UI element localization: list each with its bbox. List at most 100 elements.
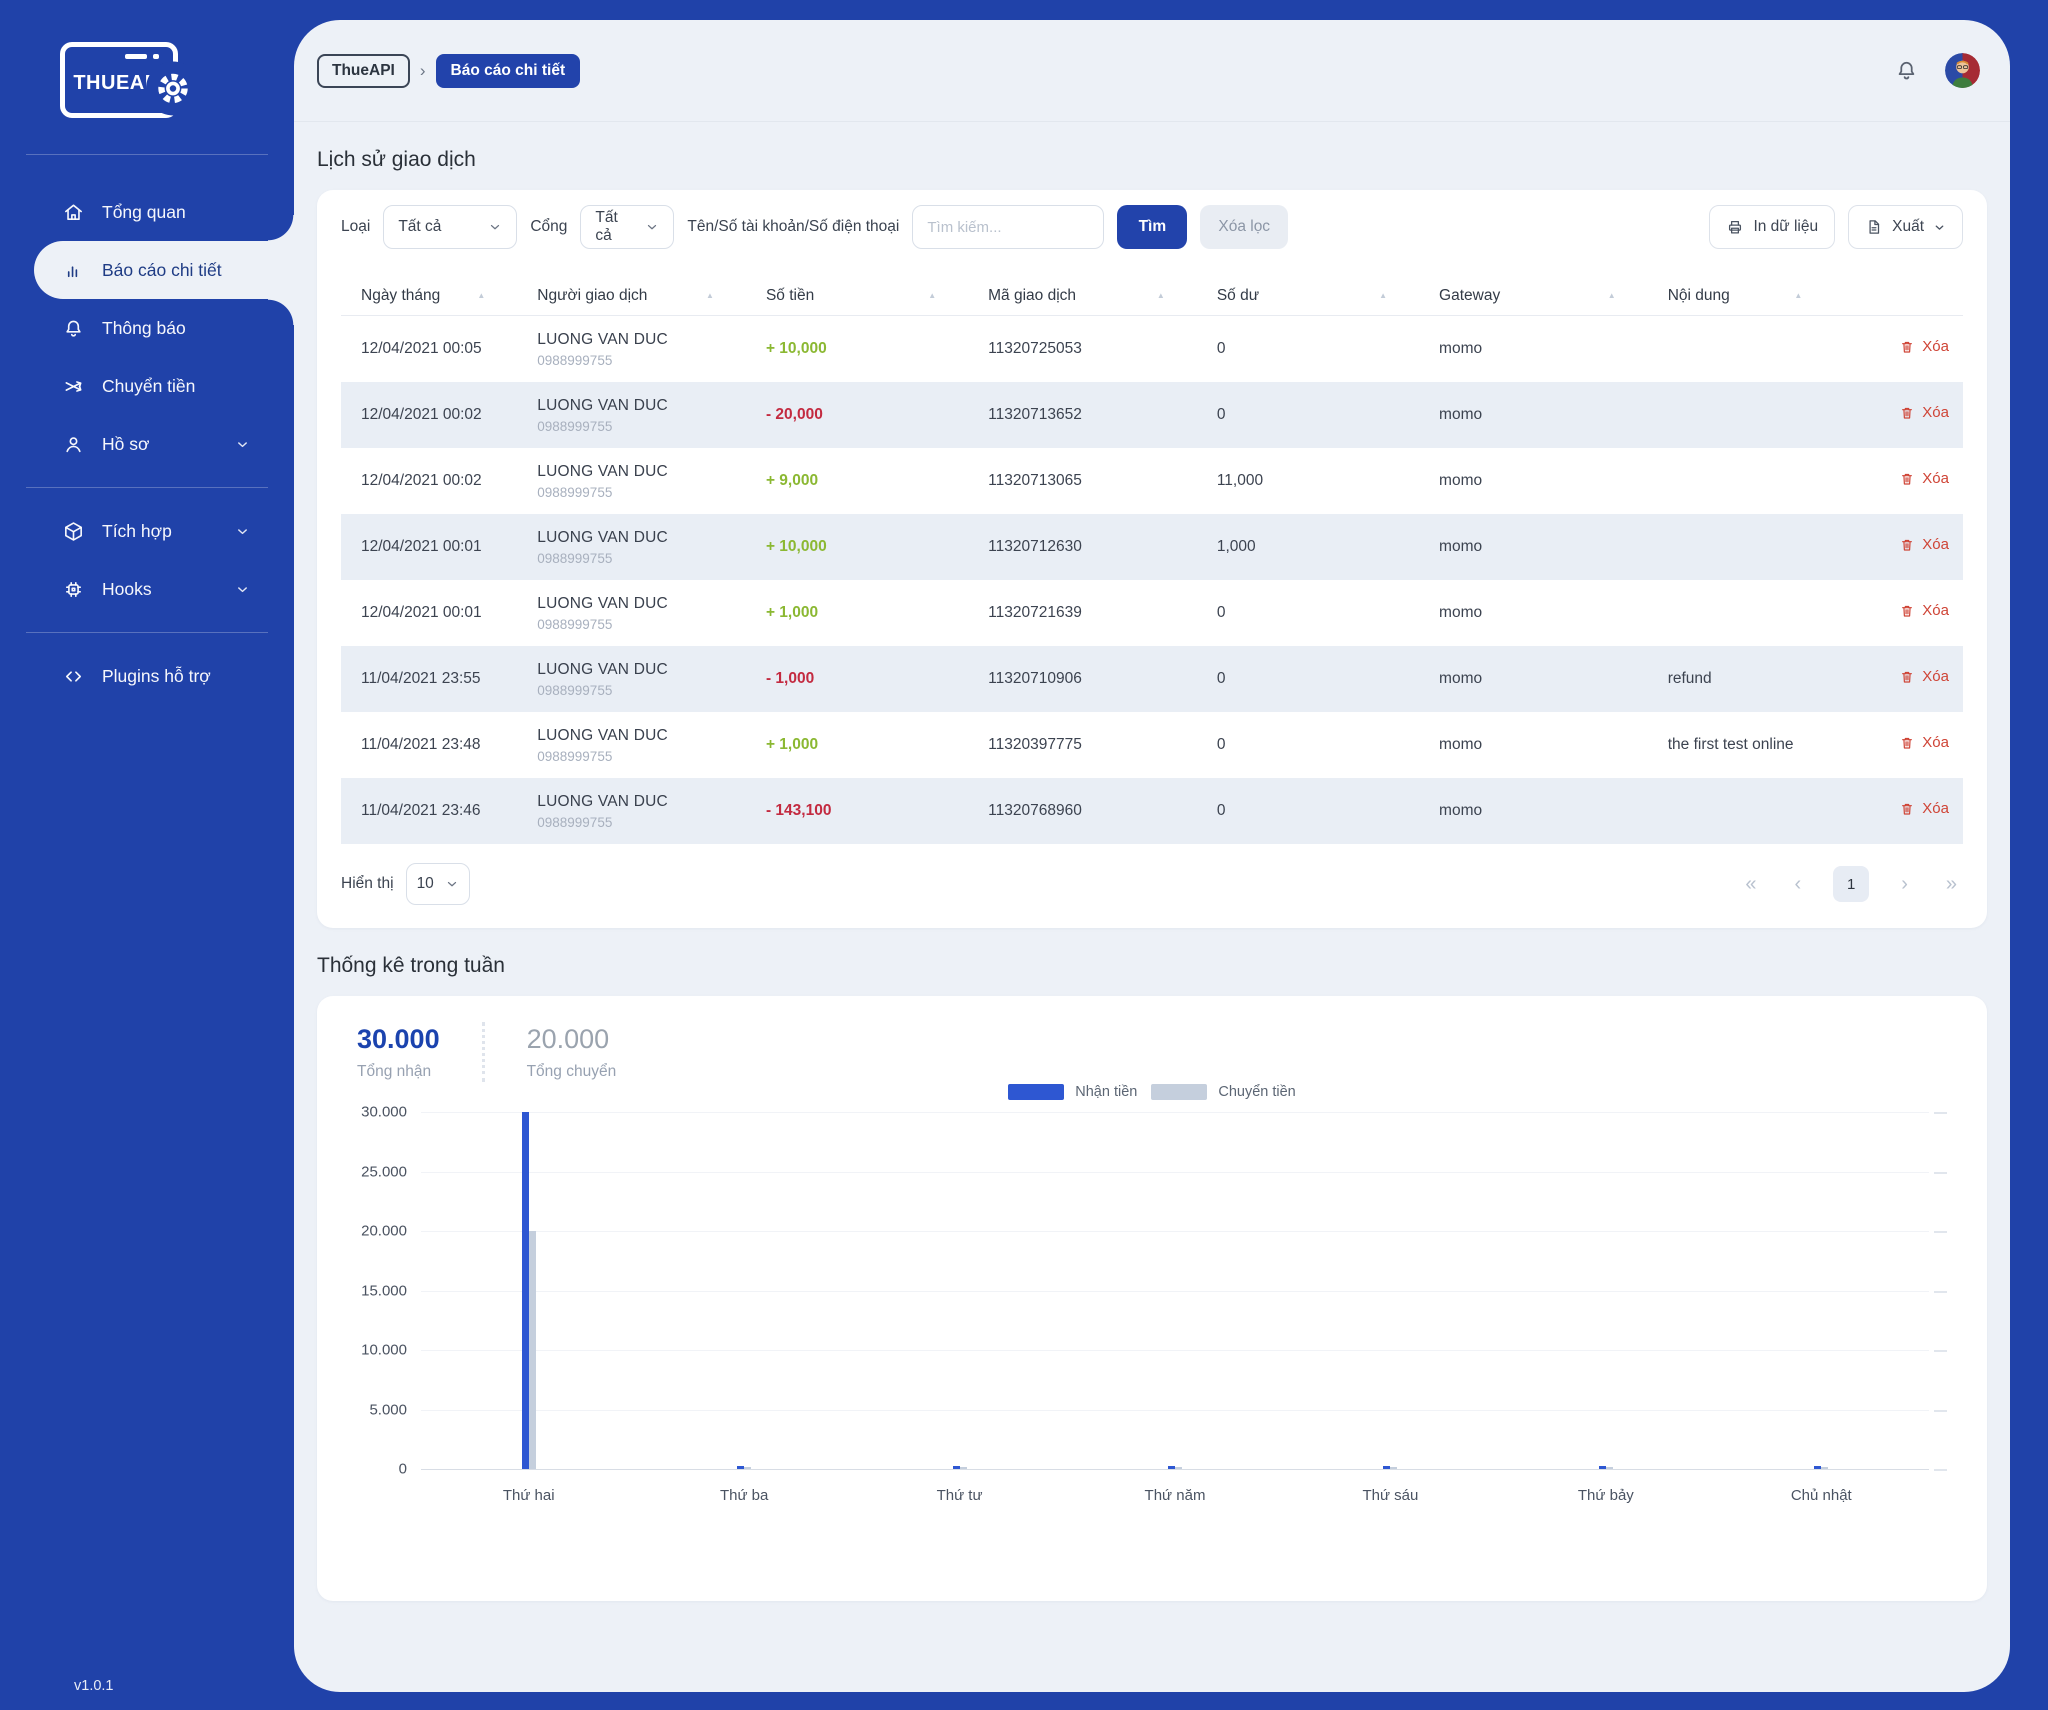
logo-text: THUEAPI bbox=[73, 71, 165, 94]
next-page-button[interactable]: › bbox=[1895, 873, 1914, 896]
sidebar-nav: Tổng quan Báo cáo chi tiết Thông báo Chuyển… bbox=[0, 183, 294, 705]
gridline bbox=[421, 1112, 1929, 1113]
amount-cell: + 1,000 bbox=[765, 736, 819, 753]
bar-Chuyển tiền bbox=[1175, 1466, 1182, 1469]
person-cell: LUONG VAN DUC 0988999755 bbox=[537, 661, 766, 698]
sidebar-item-hooks[interactable]: Hooks bbox=[0, 560, 294, 618]
sort-icon: ▲ bbox=[477, 291, 486, 300]
search-button[interactable]: Tìm bbox=[1117, 205, 1188, 249]
last-page-button[interactable]: » bbox=[1940, 873, 1963, 896]
person-name: LUONG VAN DUC bbox=[537, 462, 668, 480]
sidebar-divider bbox=[26, 154, 268, 155]
bar-Chuyển tiền bbox=[528, 1231, 536, 1469]
chevron-down-icon bbox=[488, 220, 502, 234]
legend-item[interactable]: Nhận tiền bbox=[1008, 1084, 1137, 1100]
sort-icon: ▲ bbox=[928, 291, 937, 300]
type-filter-select[interactable]: Tất cả bbox=[383, 205, 518, 249]
delete-button[interactable]: Xóa bbox=[1899, 668, 1949, 685]
delete-button-label: Xóa bbox=[1922, 536, 1949, 554]
type-filter-label: Loại bbox=[341, 218, 371, 235]
transactions-table-body: 12/04/2021 00:05 LUONG VAN DUC 0988999755 +… bbox=[341, 316, 1963, 844]
person-phone: 0988999755 bbox=[537, 748, 613, 764]
delete-button[interactable]: Xóa bbox=[1899, 338, 1949, 355]
person-name: LUONG VAN DUC bbox=[537, 594, 668, 612]
transaction-code-cell: 11320721639 bbox=[988, 604, 1082, 621]
user-avatar[interactable] bbox=[1945, 53, 1980, 88]
delete-button-label: Xóa bbox=[1922, 734, 1949, 752]
delete-button-label: Xóa bbox=[1922, 404, 1949, 422]
column-header[interactable]: Mã giao dịch ▲ bbox=[988, 287, 1217, 305]
column-header[interactable]: Ngày tháng ▲ bbox=[341, 287, 537, 305]
y-tick-label: 20.000 bbox=[361, 1222, 407, 1240]
sidebar-item-plugins[interactable]: Plugins hỗ trợ bbox=[0, 647, 294, 705]
sidebar-item-tong-quan[interactable]: Tổng quan bbox=[0, 183, 294, 241]
page-size-select[interactable]: 10 bbox=[405, 863, 470, 905]
date-cell: 12/04/2021 00:01 bbox=[361, 604, 482, 621]
file-icon bbox=[1865, 218, 1883, 236]
chart-plot-area bbox=[421, 1112, 1947, 1471]
page-body: Lịch sử giao dịch Loại Tất cả Cổng Tất c… bbox=[294, 148, 2010, 1601]
trash-icon bbox=[1899, 801, 1915, 817]
delete-button[interactable]: Xóa bbox=[1899, 404, 1949, 421]
notifications-bell-icon[interactable] bbox=[1894, 58, 1919, 83]
export-button[interactable]: Xuất bbox=[1848, 205, 1963, 249]
person-phone: 0988999755 bbox=[537, 550, 613, 566]
gridline bbox=[421, 1350, 1929, 1351]
sidebar-item-chuyen-tien[interactable]: Chuyển tiền bbox=[0, 357, 294, 415]
clear-filters-button[interactable]: Xóa lọc bbox=[1200, 205, 1289, 249]
table-row: 11/04/2021 23:55 LUONG VAN DUC 0988999755 -… bbox=[341, 646, 1963, 712]
right-tick-mark bbox=[1934, 1290, 1947, 1293]
column-header[interactable]: Người giao dịch ▲ bbox=[537, 287, 766, 305]
logo-window-dot bbox=[153, 54, 159, 59]
gridline bbox=[421, 1290, 1929, 1292]
print-button[interactable]: In dữ liệu bbox=[1709, 205, 1836, 249]
person-name: LUONG VAN DUC bbox=[537, 528, 668, 546]
delete-button[interactable]: Xóa bbox=[1899, 470, 1949, 487]
sidebar-item-label: Tích hợp bbox=[102, 520, 172, 541]
transfer-icon bbox=[62, 375, 85, 398]
current-page-button[interactable]: 1 bbox=[1833, 866, 1870, 902]
app-logo[interactable]: THUEAPI bbox=[60, 42, 200, 122]
gateway-filter-select[interactable]: Tất cả bbox=[580, 205, 675, 249]
column-header[interactable]: Số tiền ▲ bbox=[766, 287, 988, 305]
search-input[interactable] bbox=[912, 205, 1105, 249]
sidebar-item-label: Hooks bbox=[102, 578, 152, 599]
delete-button[interactable]: Xóa bbox=[1899, 734, 1949, 751]
transaction-code-cell: 11320768960 bbox=[988, 802, 1082, 819]
balance-cell: 0 bbox=[1216, 340, 1226, 357]
x-tick-label: Thứ ba bbox=[719, 1487, 769, 1504]
prev-page-button[interactable]: ‹ bbox=[1789, 873, 1808, 896]
note-cell: refund bbox=[1667, 670, 1712, 687]
person-cell: LUONG VAN DUC 0988999755 bbox=[537, 397, 766, 434]
sidebar-item-label: Plugins hỗ trợ bbox=[102, 665, 211, 686]
column-header[interactable]: Gateway ▲ bbox=[1439, 287, 1668, 305]
person-name: LUONG VAN DUC bbox=[537, 396, 668, 414]
transaction-code-cell: 11320397775 bbox=[988, 736, 1082, 753]
sidebar-item-thong-bao[interactable]: Thông báo bbox=[0, 299, 294, 357]
delete-button[interactable]: Xóa bbox=[1899, 800, 1949, 817]
column-header[interactable]: Nội dung ▲ bbox=[1668, 287, 1855, 305]
column-header-label: Mã giao dịch bbox=[988, 286, 1077, 304]
breadcrumb-current[interactable]: Báo cáo chi tiết bbox=[435, 53, 581, 88]
breadcrumb-root[interactable]: ThueAPI bbox=[317, 53, 410, 88]
person-phone: 0988999755 bbox=[537, 616, 613, 632]
page-title: Lịch sử giao dịch bbox=[317, 148, 476, 171]
total-transferred-value: 20.000 bbox=[526, 1023, 610, 1054]
delete-button[interactable]: Xóa bbox=[1899, 602, 1949, 619]
first-page-button[interactable]: « bbox=[1739, 873, 1762, 896]
column-header[interactable]: Số dư ▲ bbox=[1217, 287, 1439, 305]
person-cell: LUONG VAN DUC 0988999755 bbox=[537, 331, 766, 368]
sidebar-item-label: Chuyển tiền bbox=[102, 375, 196, 396]
stats-divider bbox=[481, 1022, 485, 1082]
amount-cell: + 10,000 bbox=[765, 538, 827, 555]
y-tick-label: 15.000 bbox=[361, 1282, 407, 1299]
sidebar-item-ho-so[interactable]: Hồ sơ bbox=[0, 415, 294, 473]
chevron-down-icon bbox=[645, 220, 659, 234]
sidebar-item-tich-hop[interactable]: Tích hợp bbox=[0, 502, 294, 560]
column-header-label: Nội dung bbox=[1667, 286, 1730, 304]
right-tick-mark bbox=[1934, 1231, 1947, 1233]
sidebar-item-bao-cao-chi-tiet[interactable]: Báo cáo chi tiết bbox=[34, 215, 294, 325]
gateway-cell: momo bbox=[1439, 604, 1483, 621]
delete-button[interactable]: Xóa bbox=[1899, 536, 1949, 553]
legend-item[interactable]: Chuyển tiền bbox=[1151, 1084, 1296, 1100]
